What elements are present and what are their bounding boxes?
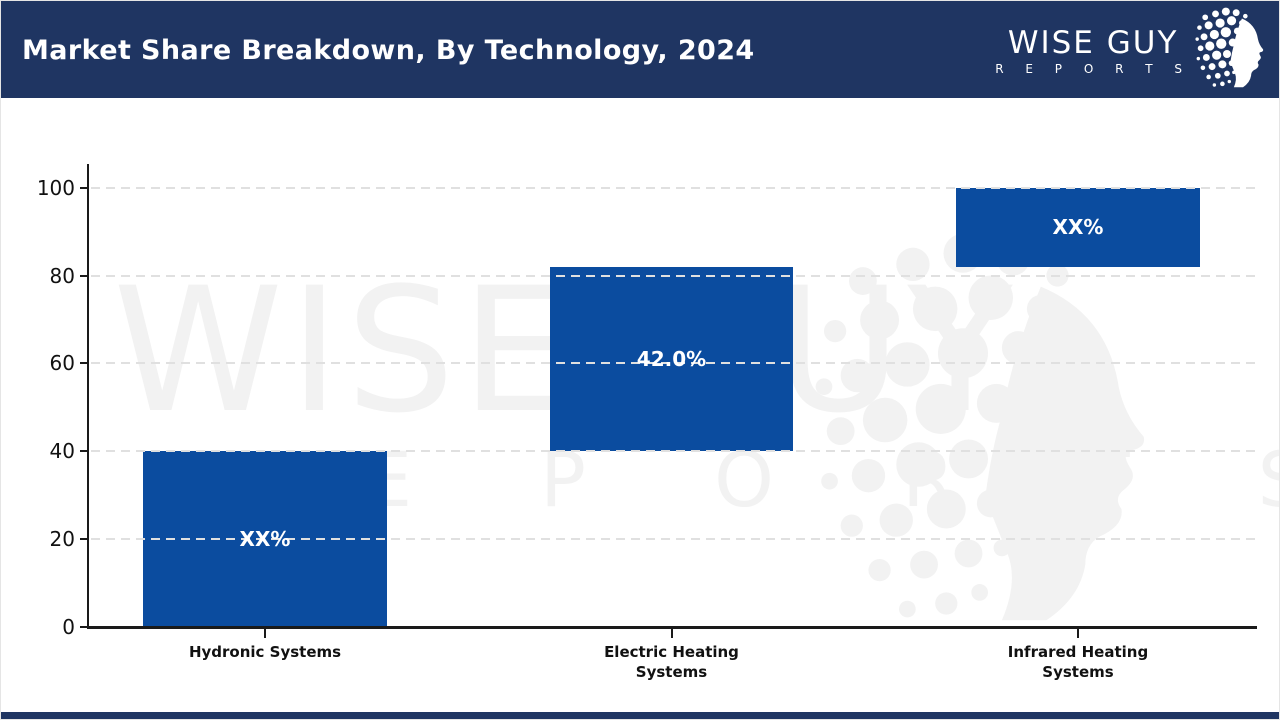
bar — [549, 266, 794, 452]
y-tick-label: 60 — [49, 351, 75, 376]
y-tick-label: 40 — [49, 439, 75, 464]
bar-value-label: XX% — [239, 527, 291, 552]
gridline — [91, 362, 1255, 365]
y-tick-label: 20 — [49, 527, 75, 552]
gridline — [91, 274, 1255, 277]
y-tick-label: 100 — [36, 175, 75, 200]
header: Market Share Breakdown, By Technology, 2… — [1, 1, 1279, 98]
y-tick — [80, 450, 88, 453]
y-tick — [80, 538, 88, 541]
x-category-label: Electric Heating Systems — [604, 643, 739, 681]
y-axis-line — [87, 164, 89, 629]
gridline — [91, 450, 1255, 453]
y-tick-label: 0 — [62, 615, 75, 639]
bar-value-label: 42.0% — [636, 347, 707, 372]
gridline — [91, 538, 1255, 541]
footer-bar — [1, 712, 1279, 719]
x-category-label: Hydronic Systems — [188, 643, 342, 661]
watermark-dot-head-icon — [807, 231, 1169, 648]
x-axis-line — [87, 626, 1257, 629]
x-category-label: Infrared Heating Systems — [1007, 643, 1149, 681]
logo-dot-head-icon — [1193, 7, 1269, 93]
logo-subtitle: R E P O R T S — [995, 61, 1191, 76]
x-tick — [1077, 629, 1079, 638]
logo-text: WISE GUY R E P O R T S — [995, 25, 1191, 76]
page-title: Market Share Breakdown, By Technology, 2… — [22, 35, 755, 66]
x-tick — [264, 629, 266, 638]
y-tick — [80, 274, 88, 277]
bar — [956, 187, 1200, 267]
logo-wordmark: WISE GUY — [1007, 24, 1179, 61]
wiseguy-logo: WISE GUY R E P O R T S — [995, 7, 1269, 93]
gridline — [91, 186, 1255, 189]
bar-value-label: XX% — [1052, 215, 1104, 240]
x-tick — [670, 629, 673, 638]
y-tick — [80, 626, 88, 628]
y-tick — [80, 362, 88, 365]
y-tick-label: 80 — [49, 263, 75, 288]
y-tick — [80, 186, 88, 189]
